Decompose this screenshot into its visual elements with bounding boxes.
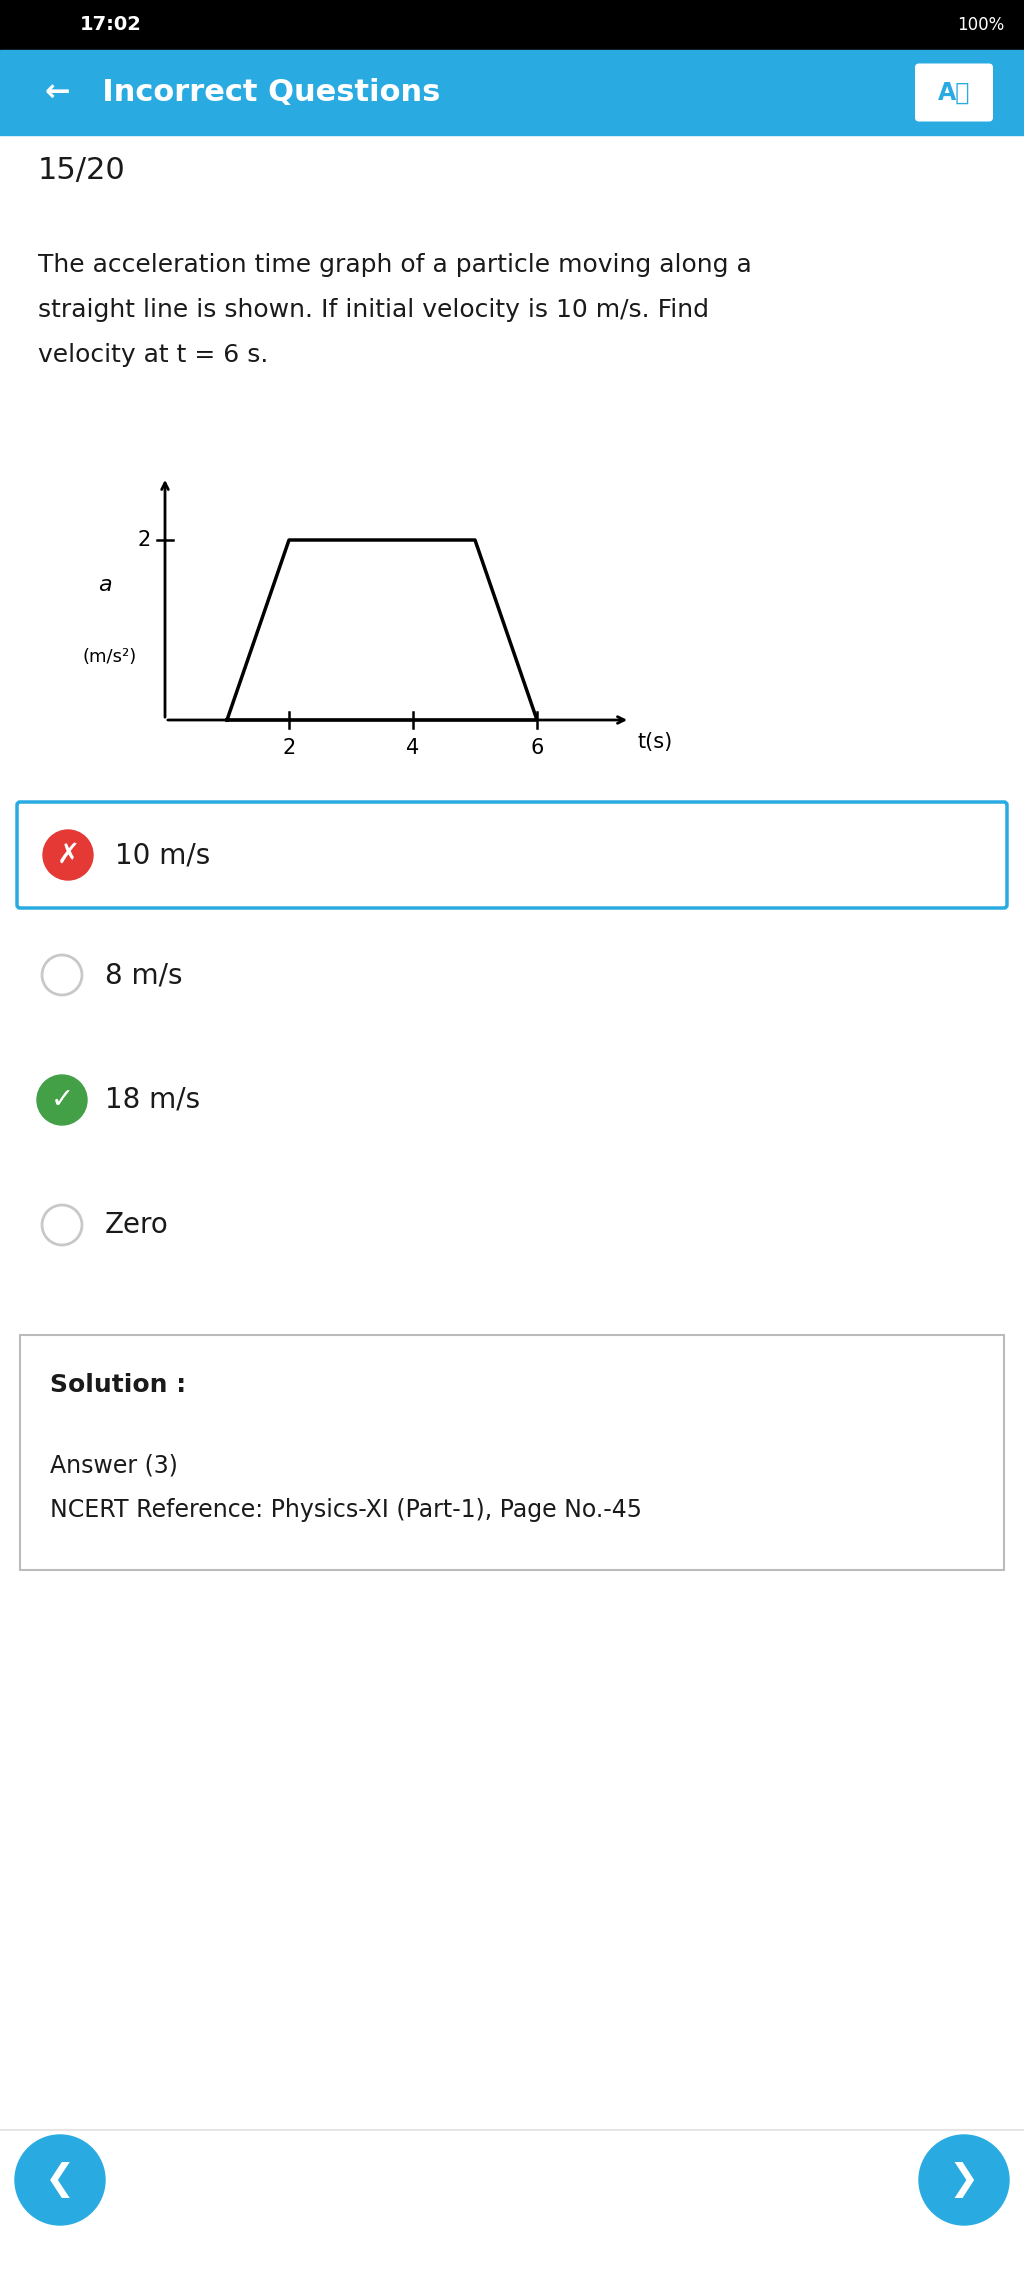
Text: a: a <box>98 576 112 596</box>
Text: 4: 4 <box>407 737 420 758</box>
FancyBboxPatch shape <box>20 1335 1004 1570</box>
Text: straight line is shown. If initial velocity is 10 m/s. Find: straight line is shown. If initial veloc… <box>38 298 709 323</box>
Bar <box>0 2230 1024 2275</box>
Text: 10 m/s: 10 m/s <box>115 842 210 869</box>
Text: ❮: ❮ <box>45 2161 75 2198</box>
Text: Zero: Zero <box>105 1210 169 1240</box>
Text: ✗: ✗ <box>56 842 80 869</box>
Circle shape <box>37 1076 87 1126</box>
Text: Solution :: Solution : <box>50 1374 186 1397</box>
Text: NCERT Reference: Physics-XI (Part-1), Page No.-45: NCERT Reference: Physics-XI (Part-1), Pa… <box>50 1497 642 1522</box>
Text: (m/s²): (m/s²) <box>83 648 137 667</box>
Circle shape <box>919 2134 1009 2225</box>
Text: 15/20: 15/20 <box>38 155 126 184</box>
Text: 2: 2 <box>138 530 151 551</box>
Text: 2: 2 <box>283 737 296 758</box>
Text: The acceleration time graph of a particle moving along a: The acceleration time graph of a particl… <box>38 253 752 278</box>
Text: 8 m/s: 8 m/s <box>105 960 182 990</box>
Text: ❯: ❯ <box>949 2161 979 2198</box>
Text: 18 m/s: 18 m/s <box>105 1085 200 1115</box>
Text: ✓: ✓ <box>50 1085 74 1115</box>
Text: 17:02: 17:02 <box>80 16 142 34</box>
FancyBboxPatch shape <box>17 803 1007 908</box>
Text: 6: 6 <box>530 737 544 758</box>
Bar <box>0 0 1024 50</box>
Text: ←   Incorrect Questions: ← Incorrect Questions <box>45 77 440 107</box>
FancyBboxPatch shape <box>915 64 993 121</box>
Text: Answer (3): Answer (3) <box>50 1454 178 1476</box>
Text: A文: A文 <box>938 80 970 105</box>
Circle shape <box>43 830 93 880</box>
Bar <box>0 50 1024 134</box>
Circle shape <box>15 2134 105 2225</box>
Text: 100%: 100% <box>956 16 1004 34</box>
Text: velocity at t = 6 s.: velocity at t = 6 s. <box>38 344 268 366</box>
Bar <box>0 2129 1024 2230</box>
Text: t(s): t(s) <box>638 733 673 753</box>
